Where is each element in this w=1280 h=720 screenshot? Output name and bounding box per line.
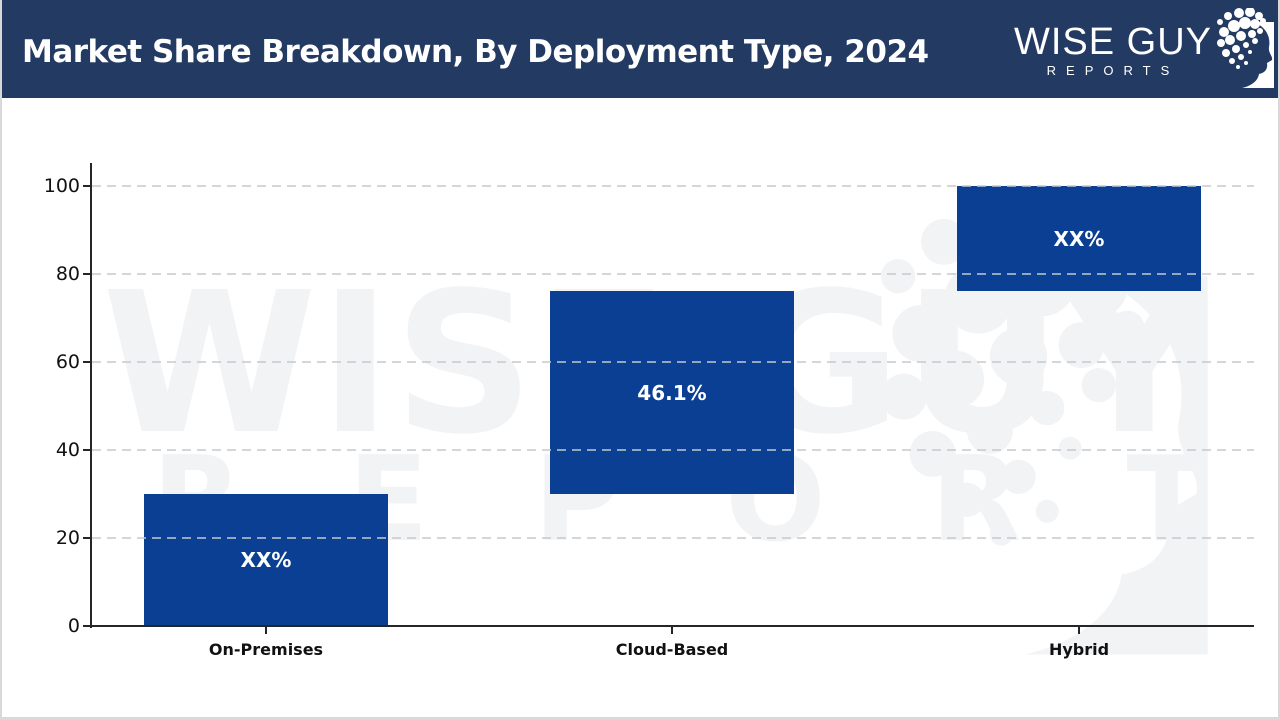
- bar-cloud-based: 46.1%: [550, 291, 794, 494]
- brand-logo-line2: REPORTS: [1046, 63, 1180, 78]
- x-axis-category-label: On-Premises: [208, 640, 324, 659]
- x-axis-category-label: Cloud-Based: [615, 640, 729, 659]
- gridline-y100: [92, 185, 1254, 187]
- x-axis-tick-mark: [1078, 627, 1080, 634]
- bar-hybrid: XX%: [957, 186, 1201, 292]
- y-axis-tick-label: 20: [55, 527, 80, 549]
- gridline-y20: [92, 537, 1254, 539]
- y-axis-tick-mark: [83, 537, 91, 539]
- y-axis-tick-mark: [83, 361, 91, 363]
- gridline-y80: [92, 273, 1254, 275]
- y-axis-spine: [90, 163, 92, 628]
- x-axis-tick-mark: [265, 627, 267, 634]
- x-axis-tick-mark: [671, 627, 673, 634]
- y-axis-tick-mark: [83, 449, 91, 451]
- bar-value-label: 46.1%: [637, 380, 707, 405]
- y-axis-tick-label: 100: [43, 175, 80, 197]
- y-axis-tick-mark: [83, 185, 91, 187]
- header-bar: Market Share Breakdown, By Deployment Ty…: [2, 0, 1278, 98]
- brand-logo-line1: WISE GUY: [1013, 21, 1212, 63]
- x-axis-category-label: Hybrid: [1048, 640, 1110, 659]
- y-axis-tick-label: 40: [55, 439, 80, 461]
- y-axis-tick-mark: [83, 273, 91, 275]
- bar-on-premises: XX%: [144, 494, 388, 626]
- y-axis-tick-label: 60: [55, 351, 80, 373]
- y-axis-tick-label: 0: [67, 615, 80, 637]
- y-axis-tick-label: 80: [55, 263, 80, 285]
- bar-value-label: XX%: [1053, 226, 1105, 251]
- x-axis-spine: [84, 625, 1254, 627]
- brand-logo: WISE GUY REPORTS: [1014, 22, 1212, 78]
- bar-value-label: XX%: [240, 548, 292, 572]
- brand-face-icon: [1217, 8, 1274, 88]
- gridline-y40: [92, 449, 1254, 451]
- page-title: Market Share Breakdown, By Deployment Ty…: [22, 34, 929, 70]
- gridline-y60: [92, 361, 1254, 363]
